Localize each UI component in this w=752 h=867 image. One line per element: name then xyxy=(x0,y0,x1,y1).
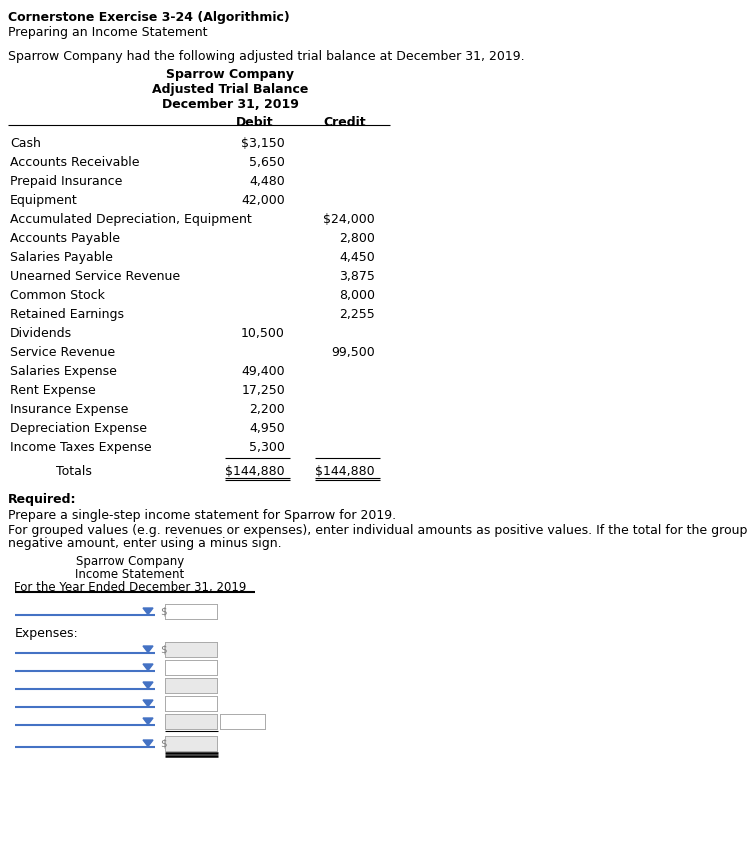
Text: Accounts Payable: Accounts Payable xyxy=(10,232,120,245)
Text: $3,150: $3,150 xyxy=(241,137,285,150)
Text: Required:: Required: xyxy=(8,493,77,506)
Text: 17,250: 17,250 xyxy=(241,384,285,397)
Polygon shape xyxy=(143,608,153,615)
Text: Insurance Expense: Insurance Expense xyxy=(10,403,129,416)
Text: Unearned Service Revenue: Unearned Service Revenue xyxy=(10,270,180,283)
Text: Expenses:: Expenses: xyxy=(15,627,79,640)
Text: Adjusted Trial Balance: Adjusted Trial Balance xyxy=(152,83,308,96)
Text: Dividends: Dividends xyxy=(10,327,72,340)
Text: Credit: Credit xyxy=(323,116,366,129)
Text: 99,500: 99,500 xyxy=(331,346,375,359)
Text: Salaries Payable: Salaries Payable xyxy=(10,251,113,264)
Text: 10,500: 10,500 xyxy=(241,327,285,340)
Text: 4,950: 4,950 xyxy=(249,422,285,435)
Text: Rent Expense: Rent Expense xyxy=(10,384,96,397)
Polygon shape xyxy=(143,718,153,725)
Text: 49,400: 49,400 xyxy=(241,365,285,378)
Text: Cash: Cash xyxy=(10,137,41,150)
Text: Prepaid Insurance: Prepaid Insurance xyxy=(10,175,123,188)
Polygon shape xyxy=(143,646,153,653)
Text: 3,875: 3,875 xyxy=(339,270,375,283)
Text: Depreciation Expense: Depreciation Expense xyxy=(10,422,147,435)
Text: Income Taxes Expense: Income Taxes Expense xyxy=(10,441,152,454)
Text: Income Statement: Income Statement xyxy=(75,568,185,581)
Text: $144,880: $144,880 xyxy=(315,465,375,478)
Text: Common Stock: Common Stock xyxy=(10,289,105,302)
Text: For the Year Ended December 31, 2019: For the Year Ended December 31, 2019 xyxy=(14,581,246,594)
Text: 5,650: 5,650 xyxy=(249,156,285,169)
Text: $: $ xyxy=(160,606,167,616)
Polygon shape xyxy=(143,682,153,688)
Text: December 31, 2019: December 31, 2019 xyxy=(162,98,299,111)
Text: Salaries Expense: Salaries Expense xyxy=(10,365,117,378)
Text: Equipment: Equipment xyxy=(10,194,77,207)
Text: $144,880: $144,880 xyxy=(226,465,285,478)
Polygon shape xyxy=(143,664,153,670)
Text: Sparrow Company: Sparrow Company xyxy=(166,68,294,81)
Text: Accumulated Depreciation, Equipment: Accumulated Depreciation, Equipment xyxy=(10,213,252,226)
Text: 2,800: 2,800 xyxy=(339,232,375,245)
Text: 8,000: 8,000 xyxy=(339,289,375,302)
Text: $: $ xyxy=(160,738,167,748)
Text: 4,480: 4,480 xyxy=(249,175,285,188)
Text: Accounts Receivable: Accounts Receivable xyxy=(10,156,140,169)
Text: 5,300: 5,300 xyxy=(249,441,285,454)
Text: Service Revenue: Service Revenue xyxy=(10,346,115,359)
Text: Totals: Totals xyxy=(40,465,92,478)
Polygon shape xyxy=(143,740,153,746)
Text: Sparrow Company had the following adjusted trial balance at December 31, 2019.: Sparrow Company had the following adjust… xyxy=(8,50,525,63)
Text: 42,000: 42,000 xyxy=(241,194,285,207)
Text: Sparrow Company: Sparrow Company xyxy=(76,555,184,568)
Text: negative amount, enter using a minus sign.: negative amount, enter using a minus sig… xyxy=(8,537,282,550)
Text: Debit: Debit xyxy=(236,116,274,129)
Text: Preparing an Income Statement: Preparing an Income Statement xyxy=(8,26,208,39)
Polygon shape xyxy=(143,700,153,707)
Text: Cornerstone Exercise 3-24 (Algorithmic): Cornerstone Exercise 3-24 (Algorithmic) xyxy=(8,11,290,24)
Text: $24,000: $24,000 xyxy=(323,213,375,226)
Text: 2,200: 2,200 xyxy=(249,403,285,416)
Text: 4,450: 4,450 xyxy=(339,251,375,264)
Text: Retained Earnings: Retained Earnings xyxy=(10,308,124,321)
Text: Prepare a single-step income statement for Sparrow for 2019.: Prepare a single-step income statement f… xyxy=(8,509,396,522)
Text: For grouped values (e.g. revenues or expenses), enter individual amounts as posi: For grouped values (e.g. revenues or exp… xyxy=(8,524,752,537)
Text: 2,255: 2,255 xyxy=(339,308,375,321)
Text: $: $ xyxy=(160,644,167,654)
